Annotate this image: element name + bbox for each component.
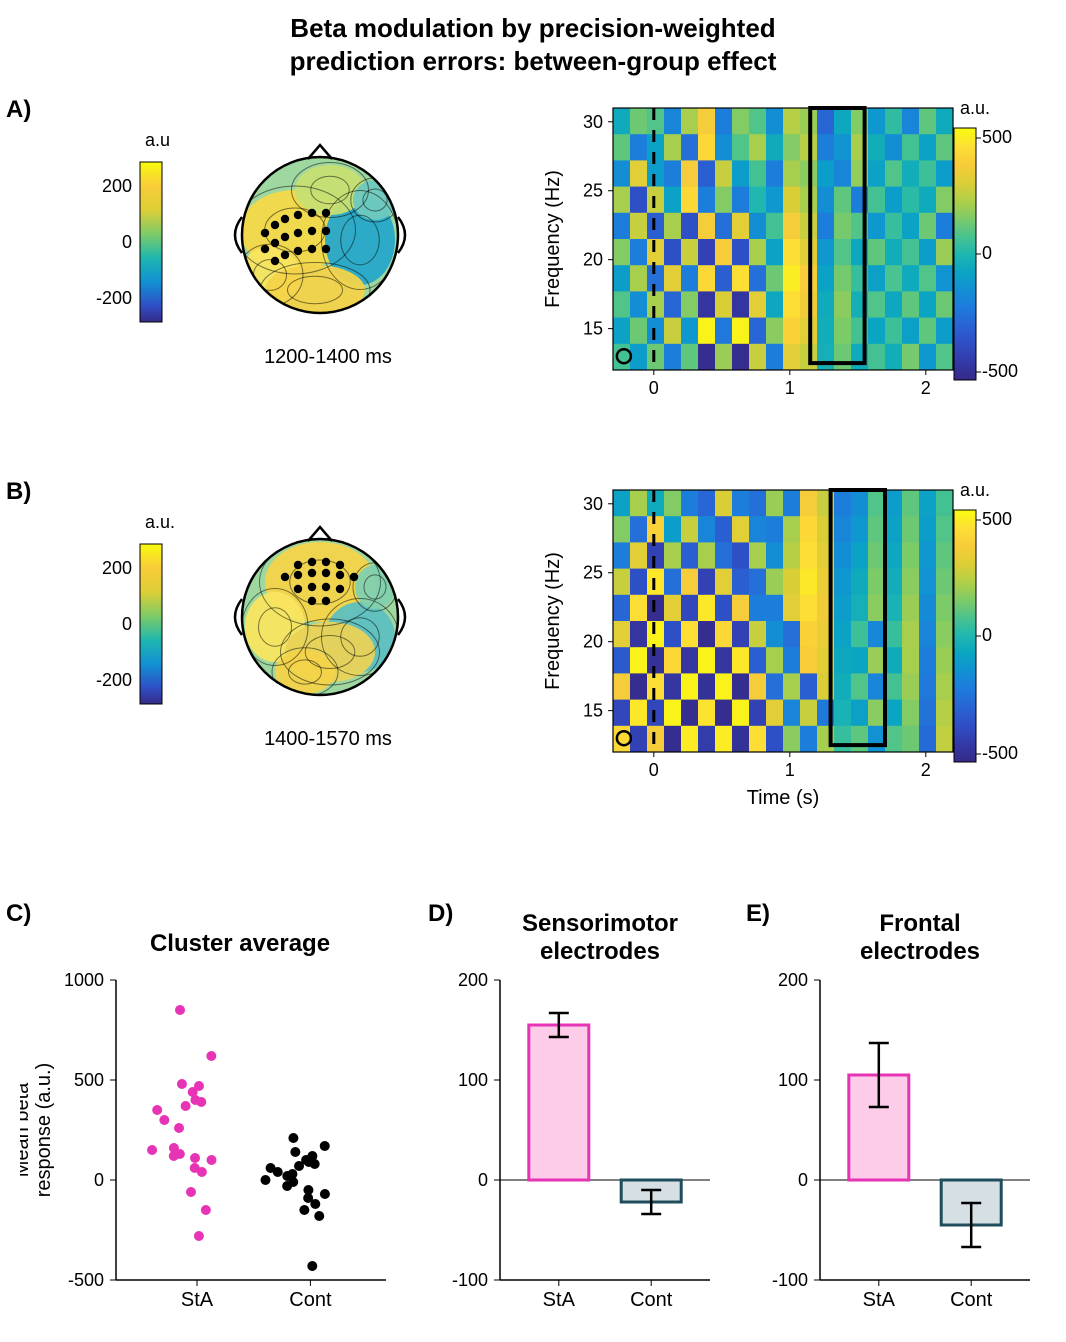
tf-a-plot: 15 20 25 30 0 1 2 Frequency (Hz) <box>545 98 965 418</box>
topo-a-head <box>210 130 430 350</box>
svg-text:0: 0 <box>798 1170 808 1190</box>
svg-text:Time (s): Time (s) <box>747 787 820 809</box>
svg-text:Cont: Cont <box>630 1289 673 1311</box>
panel-e-chart: -100 0 100 200 StA Cont <box>750 960 1060 1330</box>
svg-text:25: 25 <box>583 181 603 201</box>
panel-label-e: E) <box>746 900 770 928</box>
svg-text:100: 100 <box>458 1070 488 1090</box>
topo-a-caption: 1200-1400 ms <box>238 346 418 369</box>
svg-text:0: 0 <box>982 243 992 263</box>
figure-root: Beta modulation by precision-weighted pr… <box>0 0 1066 1342</box>
tf-a-cb-title: a.u. <box>960 98 990 119</box>
svg-text:StA: StA <box>543 1289 576 1311</box>
svg-text:Cont: Cont <box>950 1289 993 1311</box>
panel-d-chart: -100 0 100 200 StA Cont <box>430 960 740 1330</box>
svg-text:-200: -200 <box>96 670 132 690</box>
svg-text:StA: StA <box>863 1289 896 1311</box>
cb-tick: 0 <box>122 232 132 252</box>
svg-text:20: 20 <box>583 632 603 652</box>
topo-b-caption: 1400-1570 ms <box>238 728 418 751</box>
svg-text:100: 100 <box>778 1070 808 1090</box>
svg-text:Frequency (Hz): Frequency (Hz) <box>545 552 564 690</box>
title-line1: Beta modulation by precision-weighted <box>290 13 775 43</box>
svg-text:Cont: Cont <box>289 1289 332 1311</box>
svg-text:1: 1 <box>785 378 795 398</box>
title-line2: prediction errors: between-group effect <box>290 46 777 76</box>
tf-b-plot: 15 20 25 30 0 1 2 Frequency (Hz) Time (s) <box>545 480 965 840</box>
svg-text:30: 30 <box>583 494 603 514</box>
svg-text:0: 0 <box>122 614 132 634</box>
figure-title: Beta modulation by precision-weighted pr… <box>0 12 1066 77</box>
svg-text:25: 25 <box>583 563 603 583</box>
svg-text:Mean betaresponse (a.u.): Mean betaresponse (a.u.) <box>20 1063 55 1198</box>
cb-tick: -200 <box>96 288 132 308</box>
svg-text:0: 0 <box>94 1170 104 1190</box>
svg-text:1: 1 <box>785 760 795 780</box>
svg-text:-500: -500 <box>68 1270 104 1290</box>
panel-label-b: B) <box>6 478 31 506</box>
panel-label-d: D) <box>428 900 453 928</box>
svg-text:-100: -100 <box>772 1270 808 1290</box>
svg-text:15: 15 <box>583 701 603 721</box>
panel-label-a: A) <box>6 96 31 124</box>
svg-text:200: 200 <box>458 970 488 990</box>
svg-text:-500: -500 <box>982 743 1018 763</box>
svg-text:-100: -100 <box>452 1270 488 1290</box>
topo-b-head <box>210 512 430 732</box>
svg-text:0: 0 <box>649 378 659 398</box>
svg-text:StA: StA <box>181 1289 214 1311</box>
svg-text:0: 0 <box>982 625 992 645</box>
svg-text:0: 0 <box>649 760 659 780</box>
tf-b-cb-title: a.u. <box>960 480 990 501</box>
panel-label-c: C) <box>6 900 31 928</box>
svg-text:500: 500 <box>982 509 1012 529</box>
svg-text:2: 2 <box>921 378 931 398</box>
cb-tick: 200 <box>102 176 132 196</box>
panel-c-title: Cluster average <box>90 930 390 958</box>
panel-e-title: Frontalelectrodes <box>790 910 1050 966</box>
svg-text:500: 500 <box>74 1070 104 1090</box>
panel-c-chart: -500 0 500 1000 Mean betaresponse (a.u.) StA C… <box>20 960 420 1330</box>
topo-a-cb-title: a.u <box>145 130 170 151</box>
topo-b-cb-title: a.u. <box>145 512 175 533</box>
svg-text:200: 200 <box>778 970 808 990</box>
svg-text:15: 15 <box>583 319 603 339</box>
topo-a-colorbar: 200 0 -200 <box>80 152 180 352</box>
tf-a-colorbar: 500 0 -500 <box>948 118 1038 398</box>
svg-text:Frequency (Hz): Frequency (Hz) <box>545 170 564 308</box>
svg-text:200: 200 <box>102 558 132 578</box>
svg-text:-500: -500 <box>982 361 1018 381</box>
svg-text:1000: 1000 <box>64 970 104 990</box>
svg-text:30: 30 <box>583 112 603 132</box>
svg-text:20: 20 <box>583 250 603 270</box>
topo-b-colorbar: 200 0 -200 <box>80 534 180 734</box>
panel-d-title: Sensorimotorelectrodes <box>470 910 730 966</box>
svg-text:0: 0 <box>478 1170 488 1190</box>
svg-text:2: 2 <box>921 760 931 780</box>
tf-b-colorbar: 500 0 -500 <box>948 500 1038 780</box>
svg-text:500: 500 <box>982 127 1012 147</box>
